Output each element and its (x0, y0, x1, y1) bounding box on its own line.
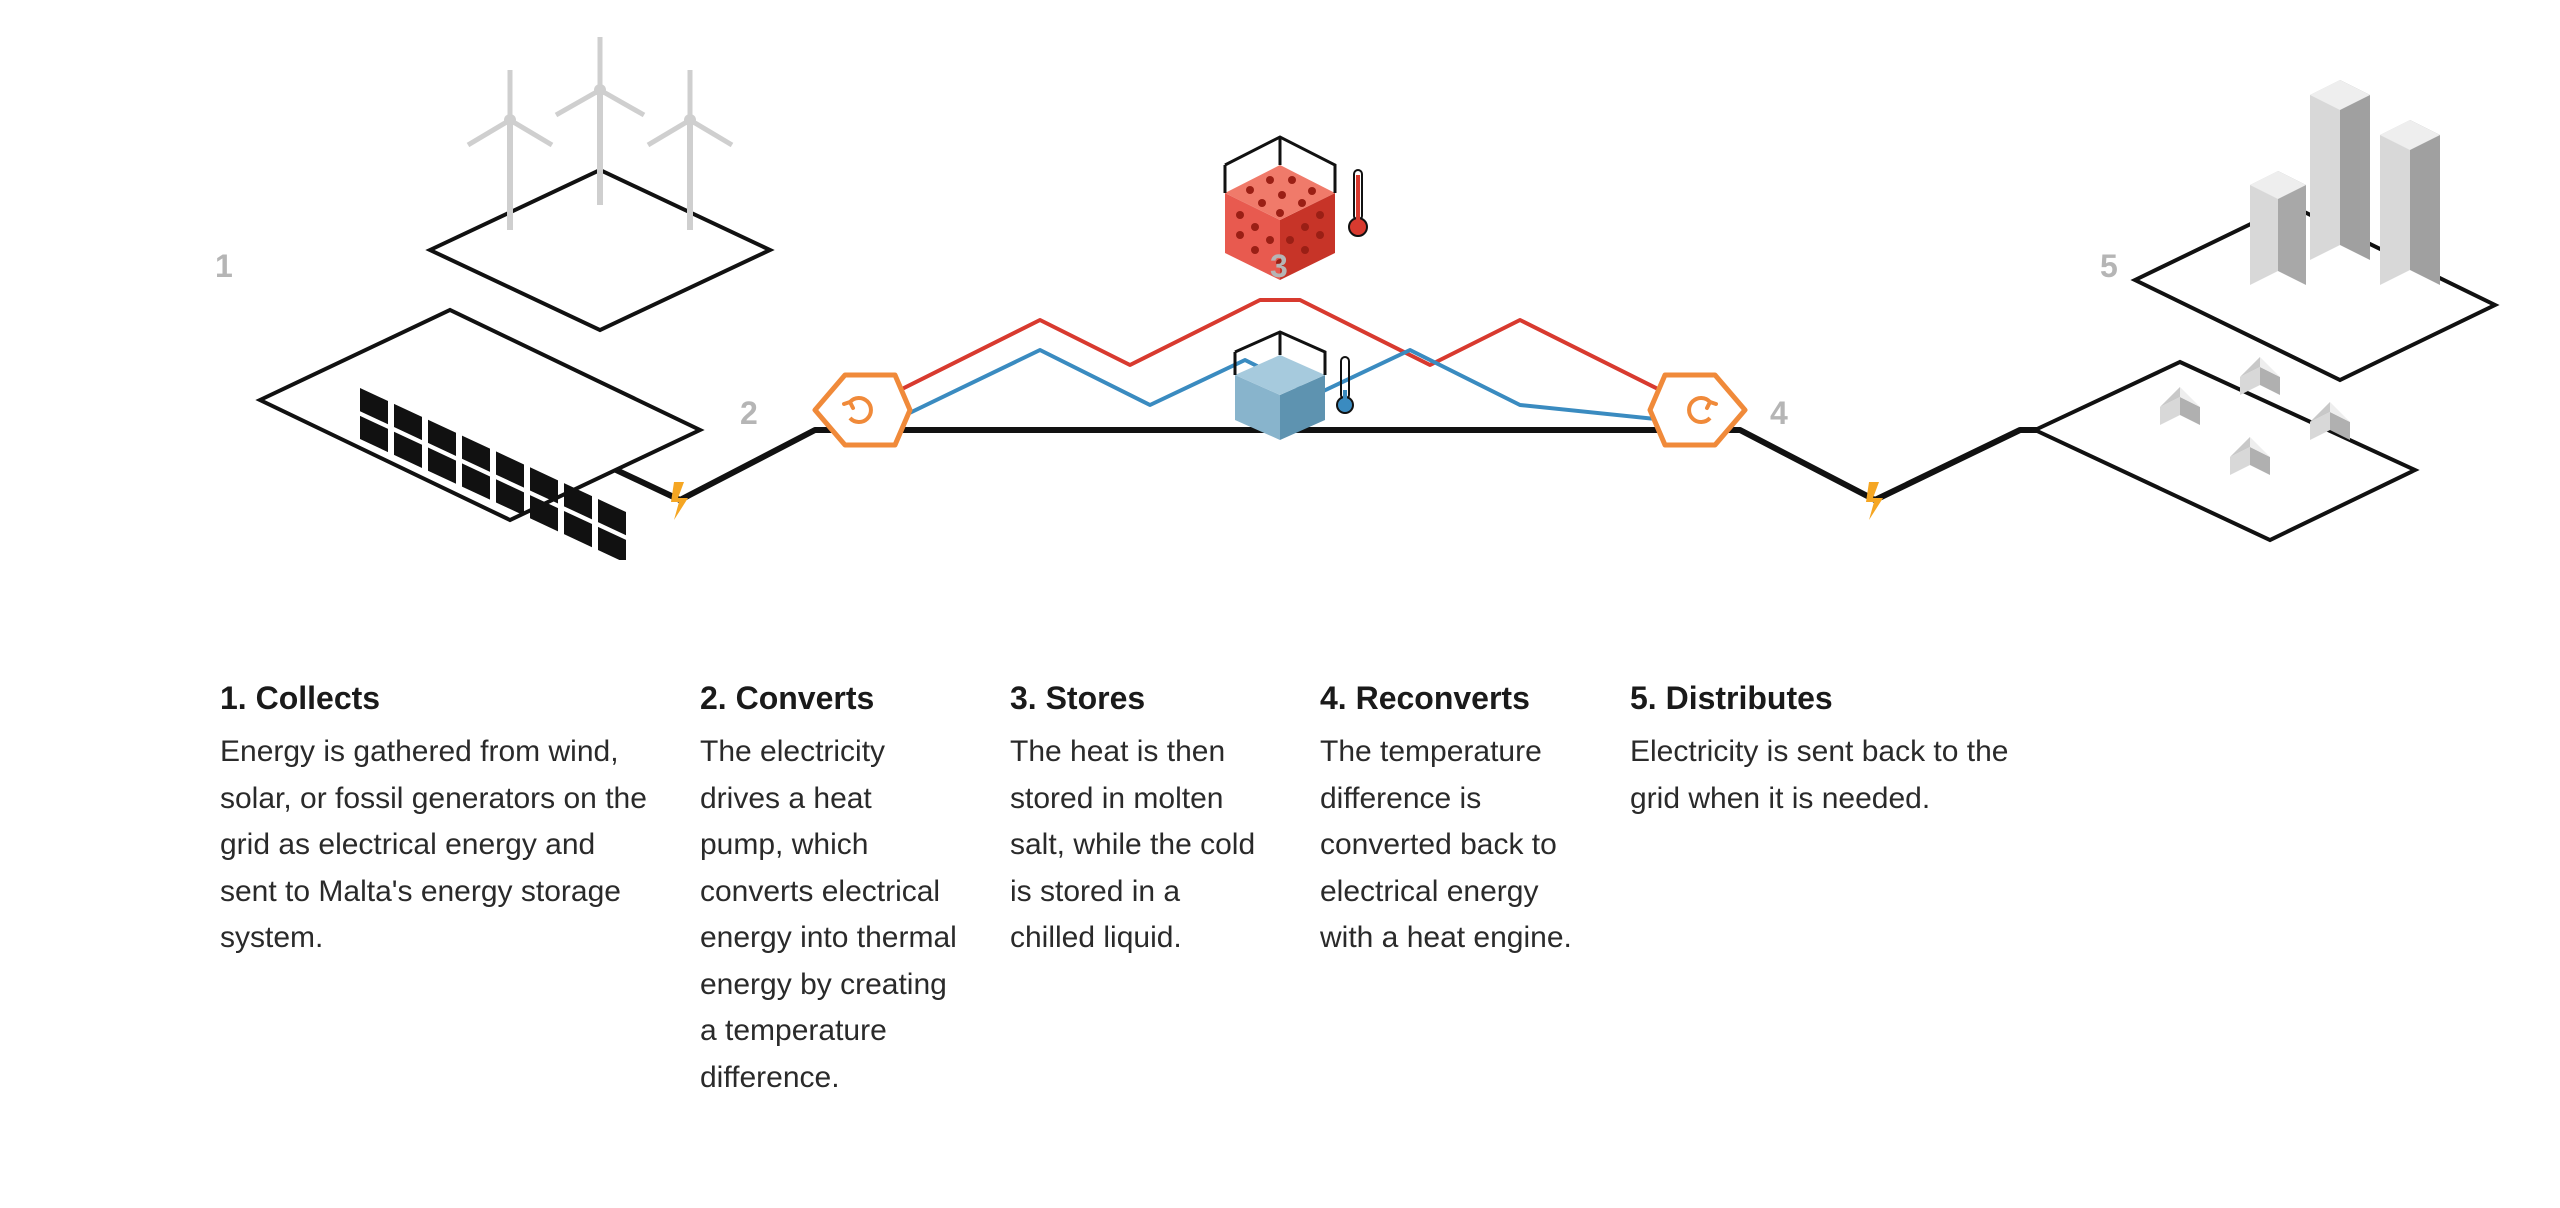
skyscraper-icon (2250, 171, 2306, 285)
step-2-description: 2. Converts The electricity drives a hea… (700, 680, 960, 1101)
hot-storage-tank (1225, 137, 1367, 280)
houses-platform (2035, 357, 2415, 540)
step-descriptions: 1. Collects Energy is gathered from wind… (220, 680, 2340, 1101)
step-title: 2. Converts (700, 680, 960, 717)
city-platform (2135, 80, 2495, 380)
step-title: 5. Distributes (1630, 680, 2060, 717)
wind-turbine-icon (556, 37, 644, 205)
step-body: The electricity drives a heat pump, whic… (700, 729, 960, 1101)
step-5-description: 5. Distributes Electricity is sent back … (1630, 680, 2060, 1101)
diagram-area: 1 2 3 4 5 (0, 0, 2560, 560)
lightning-icon (671, 482, 688, 520)
lightning-icon (1866, 482, 1883, 520)
heat-pump-converter (815, 375, 910, 445)
step-title: 4. Reconverts (1320, 680, 1580, 717)
skyscraper-icon (2310, 80, 2370, 260)
house-icon (2240, 357, 2280, 395)
main-flow-path (510, 420, 2180, 500)
step-number-3: 3 (1270, 248, 1288, 285)
step-number-5: 5 (2100, 248, 2118, 285)
step-title: 3. Stores (1010, 680, 1270, 717)
solar-panel-platform (260, 310, 700, 560)
step-1-description: 1. Collects Energy is gathered from wind… (220, 680, 650, 1101)
heat-engine-converter (1650, 375, 1745, 445)
step-body: Energy is gathered from wind, solar, or … (220, 729, 650, 962)
step-number-4: 4 (1770, 395, 1788, 432)
step-number-1: 1 (215, 248, 233, 285)
skyscraper-icon (2380, 120, 2440, 285)
step-body: Electricity is sent back to the grid whe… (1630, 729, 2060, 822)
thermometer-hot-icon (1349, 170, 1367, 236)
step-title: 1. Collects (220, 680, 650, 717)
step-body: The heat is then stored in molten salt, … (1010, 729, 1270, 962)
wind-turbine-platform (430, 37, 770, 330)
step-3-description: 3. Stores The heat is then stored in mol… (1010, 680, 1270, 1101)
step-number-2: 2 (740, 395, 758, 432)
step-4-description: 4. Reconverts The temperature difference… (1320, 680, 1580, 1101)
step-body: The temperature difference is converted … (1320, 729, 1580, 962)
